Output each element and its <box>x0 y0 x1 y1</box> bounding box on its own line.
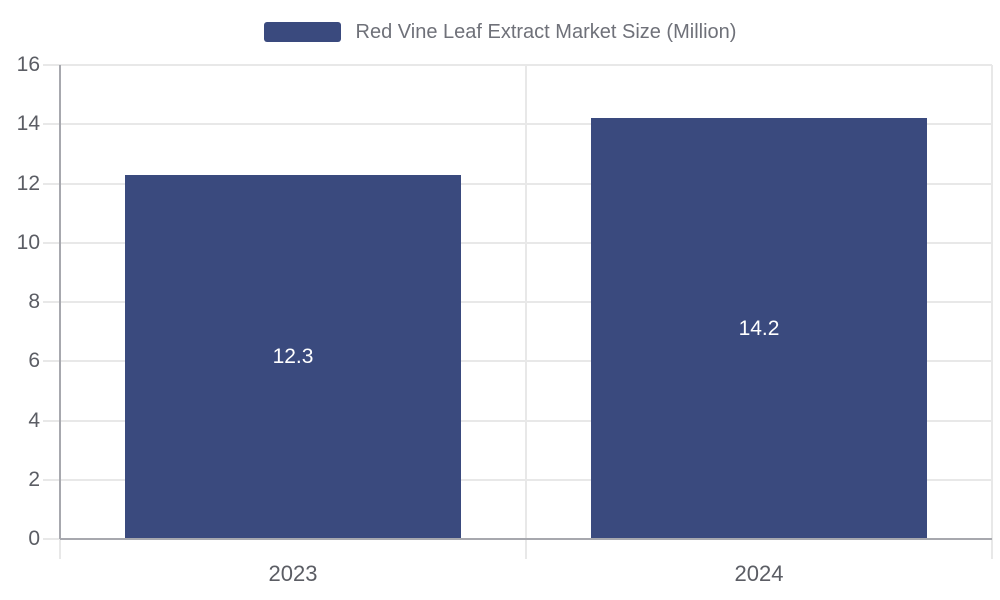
y-gridline <box>43 360 992 363</box>
y-axis-tick-label: 10 <box>16 230 40 254</box>
x-axis-tick-label: 2024 <box>734 561 784 586</box>
y-gridline <box>43 64 992 66</box>
bar[interactable] <box>590 118 928 539</box>
y-axis-tick-label: 16 <box>16 53 40 76</box>
x-axis-tick <box>59 539 61 559</box>
x-axis-line <box>60 538 992 540</box>
x-axis-tick-label: 2023 <box>268 561 318 586</box>
y-gridline <box>43 419 992 422</box>
y-gridline <box>43 123 992 126</box>
legend-swatch-icon <box>263 22 341 42</box>
x-axis-tick <box>991 539 993 559</box>
y-axis-tick-label: 6 <box>28 349 40 373</box>
bar[interactable] <box>124 174 462 539</box>
y-axis-tick-label: 4 <box>28 408 40 432</box>
y-gridline <box>43 182 992 185</box>
y-axis-tick-label: 0 <box>28 527 40 550</box>
y-axis-tick-label: 2 <box>28 467 40 491</box>
y-axis-line <box>59 65 61 539</box>
y-axis-tick-label: 12 <box>16 171 40 195</box>
bar-value-label: 14.2 <box>738 316 780 340</box>
bar-value-label: 12.3 <box>272 344 314 368</box>
y-axis-tick-label: 14 <box>16 112 40 136</box>
legend-item[interactable]: Red Vine Leaf Extract Market Size (Milli… <box>0 21 1000 43</box>
category-separator-line <box>525 65 527 539</box>
y-gridline <box>43 301 992 303</box>
y-gridline <box>43 478 992 481</box>
y-gridline <box>43 241 992 244</box>
y-axis-tick-label: 8 <box>28 290 40 313</box>
legend-label: Red Vine Leaf Extract Market Size (Milli… <box>355 21 737 43</box>
category-separator-line <box>991 65 993 539</box>
x-axis-tick <box>525 539 527 559</box>
